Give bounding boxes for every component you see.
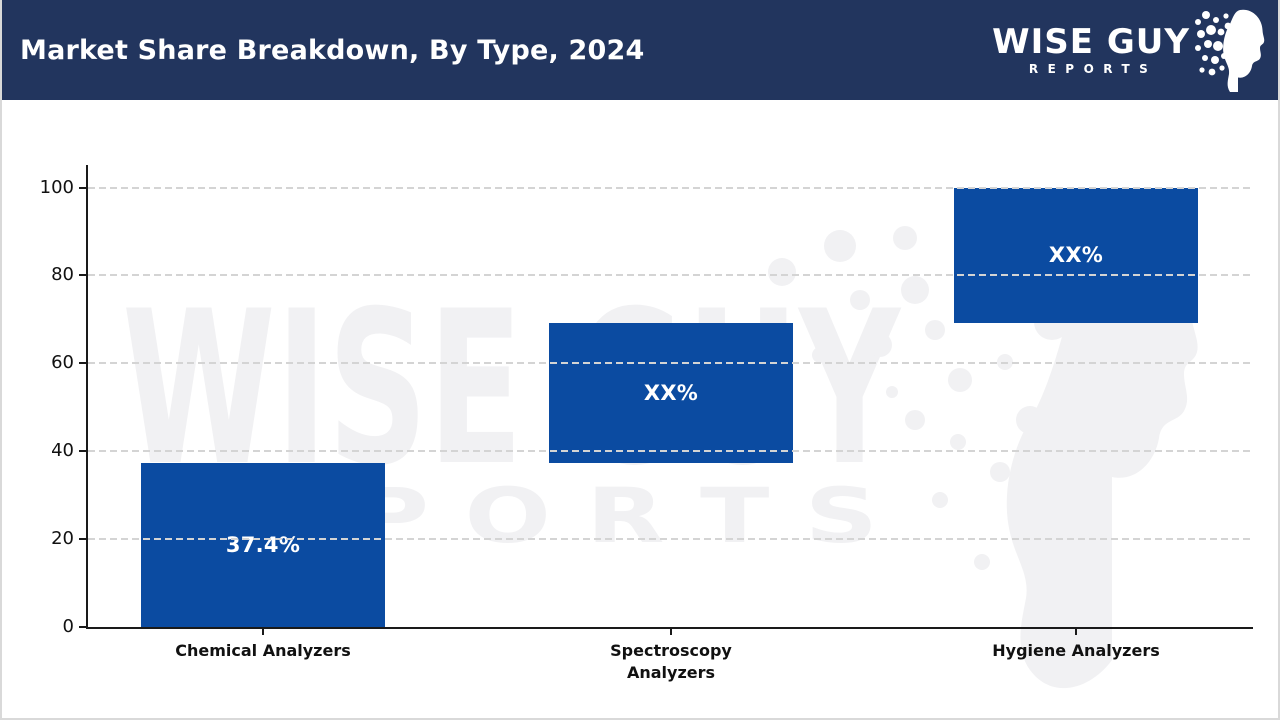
- y-tick-label: 60: [51, 352, 74, 374]
- logo-face-icon: [1195, 9, 1265, 92]
- y-tick-label: 80: [51, 264, 74, 286]
- x-category-label: Chemical Analyzers: [175, 641, 351, 660]
- gridline: [88, 450, 1253, 453]
- y-tick: [79, 626, 86, 628]
- bar-value-label: XX%: [643, 380, 699, 405]
- gridline: [88, 274, 1253, 277]
- y-tick: [79, 186, 86, 189]
- chart-bar: XX%: [954, 187, 1198, 323]
- chart-bar: 37.4%: [141, 462, 385, 627]
- logo-wordmark: WISE GUY: [992, 21, 1190, 62]
- x-axis: [86, 627, 1253, 629]
- y-tick: [79, 362, 86, 365]
- y-tick: [79, 450, 86, 453]
- gridline: [88, 186, 1253, 189]
- bar-value-label: XX%: [1048, 243, 1104, 268]
- x-tick: [670, 629, 672, 635]
- y-tick-label: 100: [39, 176, 74, 198]
- x-tick: [262, 629, 264, 635]
- y-tick-label: 20: [51, 528, 74, 550]
- bar-value-label: 37.4%: [225, 532, 301, 557]
- wiseguy-logo: WISE GUY REPORTS: [992, 8, 1266, 92]
- y-tick: [79, 274, 86, 277]
- page-title: Market Share Breakdown, By Type, 2024: [20, 34, 645, 66]
- logo-subtext: REPORTS: [1028, 61, 1158, 76]
- chart-bar: XX%: [549, 322, 793, 463]
- gridline: [88, 362, 1253, 365]
- y-tick-label: 40: [51, 440, 74, 462]
- x-tick: [1075, 629, 1077, 635]
- header-band: Market Share Breakdown, By Type, 2024 WI…: [0, 0, 1280, 100]
- logo-text: WISE GUY REPORTS: [992, 25, 1190, 76]
- y-tick-label: 0: [62, 616, 74, 637]
- y-tick: [79, 538, 86, 541]
- x-category-label: Hygiene Analyzers: [992, 641, 1160, 660]
- x-category-label: Spectroscopy Analyzers: [610, 641, 732, 682]
- chart-area: WISE GUY R E P O R T S 37.4% XX% XX% 0 20 40 6…: [0, 100, 1280, 720]
- gridline: [88, 538, 1253, 541]
- y-axis: [86, 165, 88, 629]
